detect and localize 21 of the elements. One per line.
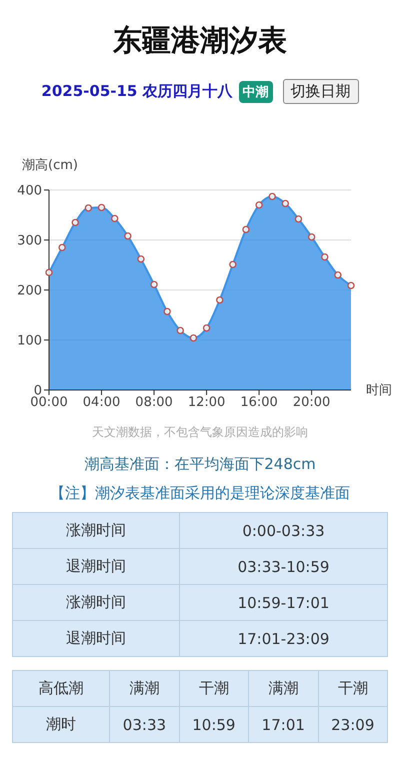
x-axis-title: 时间: [366, 383, 392, 398]
y-tick-label: 300: [17, 234, 42, 249]
y-tick-label: 100: [17, 334, 42, 349]
x-tick-label: 20:00: [292, 395, 330, 410]
chart-subtitle: 2025-05-15 农历四月十八: [41, 82, 233, 100]
chart-title: 东疆港潮汐表: [113, 23, 287, 57]
x-tick-label: 16:00: [240, 395, 278, 410]
text: 【注】潮汐表基准面采用的是理论深度基准面: [49, 484, 351, 503]
x-tick-label: 12:00: [188, 395, 226, 410]
y-tick-label: 200: [17, 284, 42, 299]
tide-badge: 中潮: [238, 80, 273, 102]
tide-times-table: 涨潮时间 0:00-03:33 退潮时间 03:33-10:59 涨潮时间 10:59-17:01 退潮时间 17:01-23:09: [12, 512, 388, 657]
x-tick-label: 00:00: [30, 395, 68, 410]
y-axis-title: 潮高(cm): [22, 158, 78, 173]
text: 潮高基准面：在平均海面下248cm: [83, 455, 317, 474]
x-tick-label: 04:00: [82, 395, 120, 410]
y-tick-label: 400: [17, 184, 42, 199]
high-low-tide-table: 高低潮 满潮 干潮 满潮 干潮 潮时 03:33 10:59 17:01 23:09: [12, 670, 388, 743]
date-button[interactable]: 切换日期: [282, 79, 359, 104]
text: 天文潮数据，不包含气象原因造成的影响: [91, 424, 309, 441]
x-tick-label: 08:00: [135, 395, 173, 410]
